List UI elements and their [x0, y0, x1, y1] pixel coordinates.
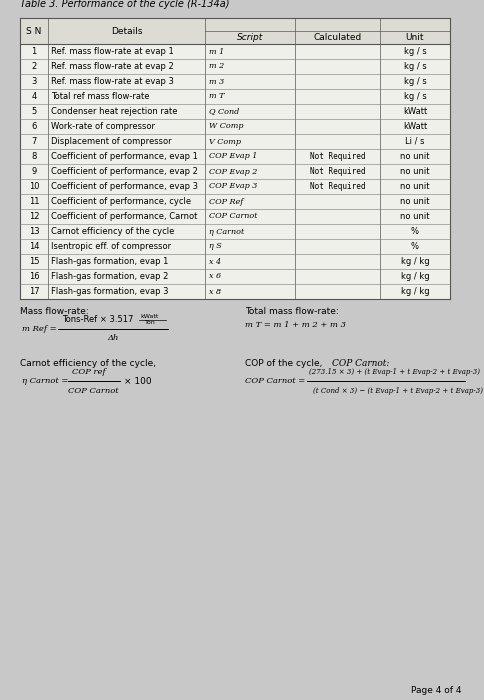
- Text: Ref. mass flow-rate at evap 1: Ref. mass flow-rate at evap 1: [51, 47, 173, 56]
- Text: Not Required: Not Required: [309, 152, 364, 161]
- Text: 5: 5: [31, 107, 37, 116]
- Text: Ref. mass flow-rate at evap 2: Ref. mass flow-rate at evap 2: [51, 62, 173, 71]
- Text: m 2: m 2: [209, 62, 224, 71]
- Text: 15: 15: [29, 257, 39, 266]
- Bar: [20, 18, 449, 44]
- Text: COP Evap 3: COP Evap 3: [209, 183, 257, 190]
- Text: 11: 11: [29, 197, 39, 206]
- Text: 12: 12: [29, 212, 39, 221]
- Text: Coefficient of performance, evap 1: Coefficient of performance, evap 1: [51, 152, 197, 161]
- Text: Total ref mass flow-rate: Total ref mass flow-rate: [51, 92, 149, 101]
- Text: Flash-gas formation, evap 1: Flash-gas formation, evap 1: [51, 257, 168, 266]
- Text: Ton: Ton: [145, 321, 155, 326]
- Text: no unit: no unit: [399, 197, 429, 206]
- Text: kWatt: kWatt: [402, 122, 426, 131]
- Text: 14: 14: [29, 242, 39, 251]
- Text: Calculated: Calculated: [313, 33, 361, 42]
- Text: 7: 7: [31, 137, 37, 146]
- Text: η S: η S: [209, 242, 221, 251]
- Text: Script: Script: [236, 33, 263, 42]
- Text: x 8: x 8: [209, 288, 221, 295]
- Text: m 3: m 3: [209, 78, 224, 85]
- Text: V Comp: V Comp: [209, 137, 241, 146]
- Text: (273.15 × 3) + (t Evap-1 + t Evap-2 + t Evap-3): (273.15 × 3) + (t Evap-1 + t Evap-2 + t …: [308, 368, 479, 376]
- Text: Work-rate of compressor: Work-rate of compressor: [51, 122, 155, 131]
- Text: COP Carnot: COP Carnot: [68, 387, 119, 395]
- Text: COP Evap 1: COP Evap 1: [209, 153, 257, 160]
- Text: COP Ref: COP Ref: [209, 197, 243, 206]
- Text: kg / kg: kg / kg: [400, 257, 428, 266]
- Text: x 4: x 4: [209, 258, 221, 265]
- Text: 3: 3: [31, 77, 37, 86]
- Text: COP Evap 2: COP Evap 2: [209, 167, 257, 176]
- Text: 8: 8: [31, 152, 37, 161]
- Text: Ref. mass flow-rate at evap 3: Ref. mass flow-rate at evap 3: [51, 77, 174, 86]
- Text: Coefficient of performance, evap 3: Coefficient of performance, evap 3: [51, 182, 197, 191]
- Text: 1: 1: [31, 47, 37, 56]
- Text: COP Carnot =: COP Carnot =: [244, 377, 304, 385]
- Text: Tons-Ref × 3.517: Tons-Ref × 3.517: [62, 316, 136, 325]
- Text: Coefficient of performance, evap 2: Coefficient of performance, evap 2: [51, 167, 197, 176]
- Text: Mass flow-rate:: Mass flow-rate:: [20, 307, 89, 316]
- Text: no unit: no unit: [399, 167, 429, 176]
- Text: Q Cond: Q Cond: [209, 108, 239, 116]
- Text: COP ref: COP ref: [72, 368, 106, 376]
- Text: kWatt: kWatt: [402, 107, 426, 116]
- Text: Not Required: Not Required: [309, 182, 364, 191]
- Text: 4: 4: [31, 92, 37, 101]
- Text: COP Carnot:: COP Carnot:: [332, 359, 389, 368]
- Text: 17: 17: [29, 287, 39, 296]
- Text: Carnot efficiency of the cycle: Carnot efficiency of the cycle: [51, 227, 174, 236]
- Text: Not Required: Not Required: [309, 167, 364, 176]
- Text: η Carnot =: η Carnot =: [22, 377, 68, 385]
- Text: Isentropic eff. of compressor: Isentropic eff. of compressor: [51, 242, 171, 251]
- Text: Page 4 of 4: Page 4 of 4: [410, 686, 461, 695]
- Text: Coefficient of performance, cycle: Coefficient of performance, cycle: [51, 197, 191, 206]
- Text: 2: 2: [31, 62, 37, 71]
- Text: W Comp: W Comp: [209, 122, 243, 130]
- Text: COP Carnot: COP Carnot: [209, 213, 257, 220]
- Text: kg / kg: kg / kg: [400, 272, 428, 281]
- Text: Total mass flow-rate:: Total mass flow-rate:: [244, 307, 338, 316]
- Text: m T = m 1 + m 2 + m 3: m T = m 1 + m 2 + m 3: [244, 321, 345, 329]
- Text: Displacement of compressor: Displacement of compressor: [51, 137, 171, 146]
- Text: m Ref =: m Ref =: [22, 325, 57, 333]
- Text: 16: 16: [29, 272, 39, 281]
- Text: m 1: m 1: [209, 48, 224, 55]
- Text: Table 3. Performance of the cycle (R-134a): Table 3. Performance of the cycle (R-134…: [20, 0, 229, 9]
- Text: kg / s: kg / s: [403, 92, 425, 101]
- Text: Coefficient of performance, Carnot: Coefficient of performance, Carnot: [51, 212, 197, 221]
- Text: COP of the cycle,: COP of the cycle,: [244, 359, 325, 368]
- Text: kg / s: kg / s: [403, 62, 425, 71]
- Text: Carnot efficiency of the cycle,: Carnot efficiency of the cycle,: [20, 359, 156, 368]
- Text: × 100: × 100: [124, 377, 151, 386]
- Text: (t Cond × 3) − (t Evap-1 + t Evap-2 + t Evap-3): (t Cond × 3) − (t Evap-1 + t Evap-2 + t …: [312, 387, 482, 395]
- Text: 13: 13: [29, 227, 39, 236]
- Text: 6: 6: [31, 122, 37, 131]
- Text: no unit: no unit: [399, 152, 429, 161]
- Text: 10: 10: [29, 182, 39, 191]
- Text: %: %: [410, 242, 418, 251]
- Bar: [20, 18, 449, 299]
- Text: Li / s: Li / s: [405, 137, 424, 146]
- Text: no unit: no unit: [399, 212, 429, 221]
- Text: Details: Details: [110, 27, 142, 36]
- Text: x 6: x 6: [209, 272, 221, 281]
- Text: kg / s: kg / s: [403, 47, 425, 56]
- Text: S N: S N: [26, 27, 42, 36]
- Text: %: %: [410, 227, 418, 236]
- Text: 9: 9: [31, 167, 37, 176]
- Text: kg / s: kg / s: [403, 77, 425, 86]
- Text: Δh: Δh: [107, 334, 119, 342]
- Text: kWatt: kWatt: [140, 314, 158, 319]
- Text: Flash-gas formation, evap 2: Flash-gas formation, evap 2: [51, 272, 168, 281]
- Text: Flash-gas formation, evap 3: Flash-gas formation, evap 3: [51, 287, 168, 296]
- Text: no unit: no unit: [399, 182, 429, 191]
- Text: kg / kg: kg / kg: [400, 287, 428, 296]
- Text: m T: m T: [209, 92, 224, 101]
- Text: Unit: Unit: [405, 33, 424, 42]
- Text: Condenser heat rejection rate: Condenser heat rejection rate: [51, 107, 177, 116]
- Text: η Carnot: η Carnot: [209, 228, 244, 235]
